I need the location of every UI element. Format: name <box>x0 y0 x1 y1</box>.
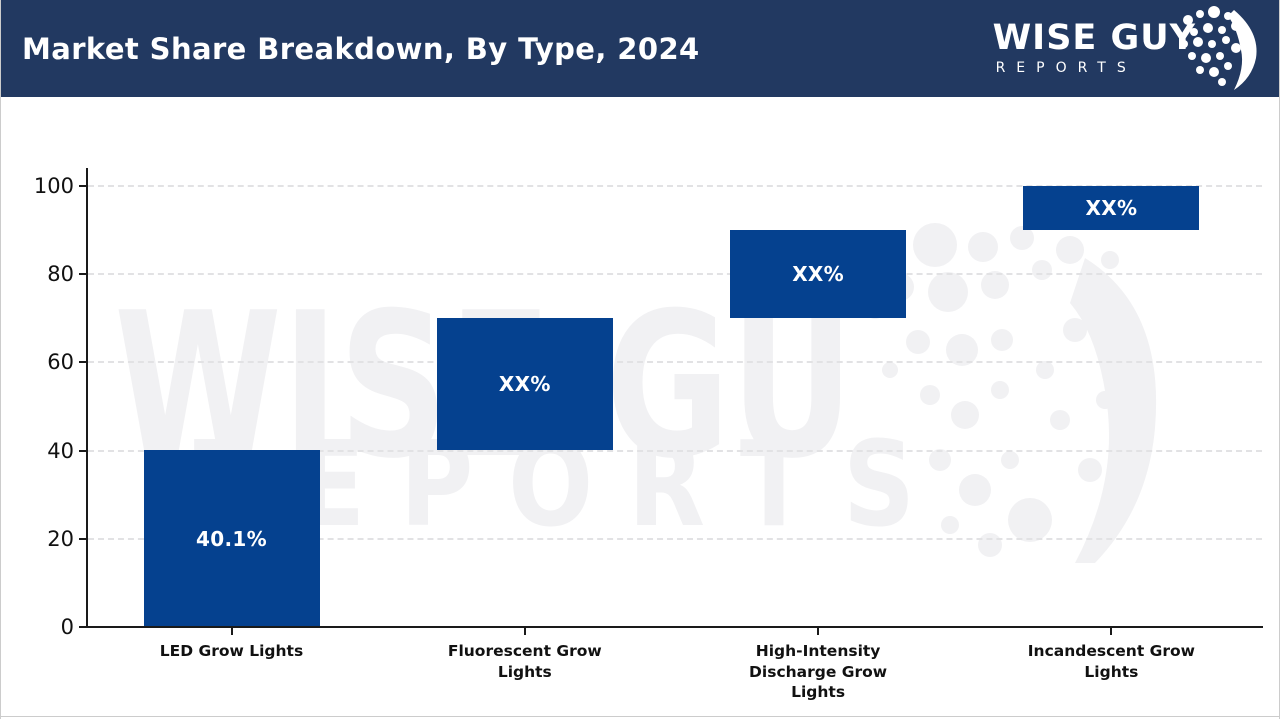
y-tick-0 <box>79 626 87 628</box>
bar-value-label: 40.1% <box>196 526 267 551</box>
y-tick-80 <box>79 273 87 276</box>
y-tick-label-40: 40 <box>47 438 74 463</box>
brand-wordmark: WISE GUY REPORTS <box>992 18 1196 77</box>
category-label-line: Incandescent Grow <box>1027 642 1195 660</box>
bar-value-label: XX% <box>498 372 551 397</box>
category-label-line: High-Intensity <box>755 642 881 660</box>
gridline-80 <box>88 273 1262 276</box>
y-tick-label-0: 0 <box>60 615 74 639</box>
y-tick-label-80: 80 <box>47 262 74 287</box>
x-tick-incandescent-grow-lights <box>1110 628 1113 635</box>
x-axis-line <box>86 626 1263 628</box>
gridline-20 <box>88 537 1262 540</box>
x-tick-high-intensity-discharge-grow-lights <box>817 628 820 635</box>
gridline-60 <box>88 361 1262 364</box>
y-tick-label-100: 100 <box>33 174 74 198</box>
y-tick-label-20: 20 <box>47 526 74 551</box>
gridline-40 <box>88 449 1262 452</box>
brand-subtitle: REPORTS <box>995 60 1137 76</box>
brand-name: WISE GUY <box>992 18 1196 58</box>
y-tick-60 <box>79 361 87 364</box>
gridline-100 <box>88 185 1262 187</box>
bar-incandescent-grow-lights: XX% <box>1023 186 1200 231</box>
category-label-line: LED Grow Lights <box>159 642 304 660</box>
bar-led-grow-lights: 40.1% <box>143 450 320 627</box>
bar-fluorescent-grow-lights: XX% <box>436 318 613 451</box>
x-tick-fluorescent-grow-lights <box>523 628 526 635</box>
y-axis-line <box>86 168 88 628</box>
category-label-line: Discharge Grow <box>749 662 888 681</box>
brand-face-dots-icon <box>1180 5 1257 90</box>
y-tick-20 <box>79 537 87 540</box>
figure-bottom-border <box>0 716 1280 717</box>
category-label-incandescent-grow-lights: Incandescent Grow Lights <box>981 641 1241 682</box>
category-label-led-grow-lights: LED Grow Lights <box>102 641 362 662</box>
category-label-line: Lights <box>497 662 552 681</box>
y-tick-100 <box>79 185 87 187</box>
x-tick-led-grow-lights <box>230 628 233 635</box>
brand-logo: WISE GUY REPORTS <box>992 5 1266 92</box>
header-bar: Market Share Breakdown, By Type, 2024 WI… <box>0 0 1280 97</box>
category-label-line: Fluorescent Grow <box>447 642 602 660</box>
bar-high-intensity-discharge-grow-lights: XX% <box>730 230 907 319</box>
page-title: Market Share Breakdown, By Type, 2024 <box>22 31 700 66</box>
bar-value-label: XX% <box>1085 196 1138 221</box>
y-tick-40 <box>79 449 87 452</box>
bar-value-label: XX% <box>792 262 844 287</box>
category-label-line: Lights <box>791 683 846 701</box>
category-label-line: Lights <box>1084 662 1139 681</box>
y-tick-label-60: 60 <box>47 350 74 375</box>
category-label-high-intensity-discharge-grow-lights: High-Intensity Discharge Grow Lights <box>688 641 948 703</box>
category-label-fluorescent-grow-lights: Fluorescent Grow Lights <box>395 641 655 682</box>
